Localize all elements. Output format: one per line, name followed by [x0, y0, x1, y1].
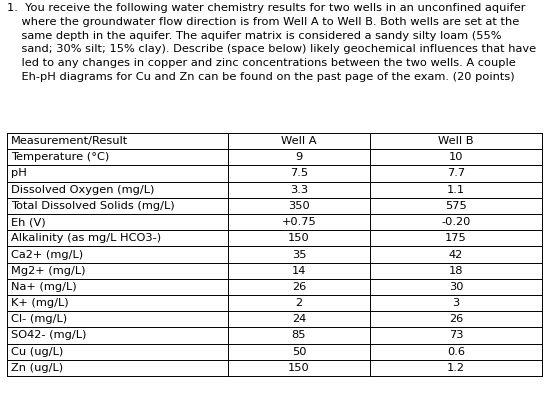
Text: +0.75: +0.75: [282, 217, 316, 227]
Text: 73: 73: [449, 331, 463, 340]
Text: 1.2: 1.2: [447, 363, 465, 373]
Text: Mg2+ (mg/L): Mg2+ (mg/L): [11, 266, 86, 276]
Text: -0.20: -0.20: [441, 217, 471, 227]
Text: pH: pH: [11, 169, 27, 178]
Text: Zn (ug/L): Zn (ug/L): [11, 363, 63, 373]
Text: 26: 26: [449, 314, 463, 324]
Text: Ca2+ (mg/L): Ca2+ (mg/L): [11, 250, 83, 259]
Text: 150: 150: [288, 363, 310, 373]
Text: Alkalinity (as mg/L HCO3-): Alkalinity (as mg/L HCO3-): [11, 233, 161, 243]
Text: 24: 24: [292, 314, 306, 324]
Text: same depth in the aquifer. The aquifer matrix is considered a sandy silty loam (: same depth in the aquifer. The aquifer m…: [7, 31, 502, 40]
Text: Cl- (mg/L): Cl- (mg/L): [11, 314, 67, 324]
Text: sand; 30% silt; 15% clay). Describe (space below) likely geochemical influences : sand; 30% silt; 15% clay). Describe (spa…: [7, 44, 536, 54]
Text: 9: 9: [295, 152, 302, 162]
Text: 26: 26: [292, 282, 306, 292]
Text: Well A: Well A: [281, 136, 317, 146]
Text: 2: 2: [295, 298, 302, 308]
Text: Eh (V): Eh (V): [11, 217, 46, 227]
Text: 50: 50: [292, 347, 306, 357]
Text: Eh-pH diagrams for Cu and Zn can be found on the past page of the exam. (20 poin: Eh-pH diagrams for Cu and Zn can be foun…: [7, 72, 515, 82]
Text: 18: 18: [449, 266, 463, 276]
Text: 30: 30: [449, 282, 463, 292]
Text: 3.3: 3.3: [290, 185, 308, 195]
Text: 35: 35: [292, 250, 306, 259]
Text: 7.7: 7.7: [447, 169, 465, 178]
Text: Dissolved Oxygen (mg/L): Dissolved Oxygen (mg/L): [11, 185, 155, 195]
Text: Cu (ug/L): Cu (ug/L): [11, 347, 63, 357]
Text: 85: 85: [292, 331, 306, 340]
Text: 575: 575: [445, 201, 467, 211]
Text: 3: 3: [453, 298, 460, 308]
Text: 1.  You receive the following water chemistry results for two wells in an unconf: 1. You receive the following water chemi…: [7, 3, 525, 13]
Text: Well B: Well B: [438, 136, 474, 146]
Text: Measurement/Result: Measurement/Result: [11, 136, 128, 146]
Text: 42: 42: [449, 250, 463, 259]
Text: where the groundwater flow direction is from Well A to Well B. Both wells are se: where the groundwater flow direction is …: [7, 17, 519, 27]
Text: 175: 175: [445, 233, 467, 243]
Text: Temperature (°C): Temperature (°C): [11, 152, 109, 162]
Text: 10: 10: [449, 152, 463, 162]
Text: 350: 350: [288, 201, 310, 211]
Text: Total Dissolved Solids (mg/L): Total Dissolved Solids (mg/L): [11, 201, 175, 211]
Text: K+ (mg/L): K+ (mg/L): [11, 298, 68, 308]
Text: SO42- (mg/L): SO42- (mg/L): [11, 331, 86, 340]
Text: 7.5: 7.5: [290, 169, 308, 178]
Text: 150: 150: [288, 233, 310, 243]
Text: Na+ (mg/L): Na+ (mg/L): [11, 282, 77, 292]
Text: 1.1: 1.1: [447, 185, 465, 195]
Text: led to any changes in copper and zinc concentrations between the two wells. A co: led to any changes in copper and zinc co…: [7, 58, 516, 68]
Text: 0.6: 0.6: [447, 347, 465, 357]
Text: 14: 14: [292, 266, 306, 276]
